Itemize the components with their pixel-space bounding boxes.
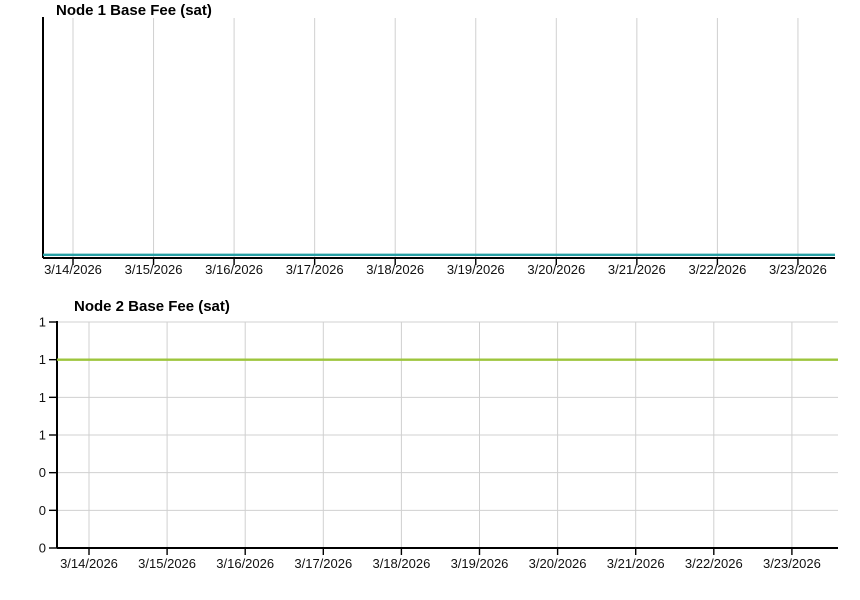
y-tick-label: 0 xyxy=(39,541,46,556)
x-tick-label: 3/21/2026 xyxy=(607,556,665,571)
x-tick-label: 3/18/2026 xyxy=(366,262,424,277)
y-tick-label: 0 xyxy=(39,503,46,518)
x-tick-label: 3/17/2026 xyxy=(286,262,344,277)
y-tick-label: 1 xyxy=(39,428,46,443)
y-tick-label: 1 xyxy=(39,315,46,330)
x-tick-label: 3/22/2026 xyxy=(688,262,746,277)
chart-node1-base-fee: 3/14/2026 3/15/2026 3/16/2026 3/17/2026 3/18… xyxy=(43,17,835,277)
y-tick-label: 1 xyxy=(39,352,46,367)
x-tick-label: 3/14/2026 xyxy=(60,556,118,571)
x-tick-label: 3/23/2026 xyxy=(763,556,821,571)
x-tick-label: 3/22/2026 xyxy=(685,556,743,571)
x-tick-label: 3/20/2026 xyxy=(527,262,585,277)
x-tick-label: 3/15/2026 xyxy=(138,556,196,571)
x-tick-label: 3/19/2026 xyxy=(451,556,509,571)
x-tick-label: 3/21/2026 xyxy=(608,262,666,277)
x-tick-label: 3/18/2026 xyxy=(372,556,430,571)
x-tick-label: 3/23/2026 xyxy=(769,262,827,277)
x-tick-label: 3/16/2026 xyxy=(216,556,274,571)
x-tick-label: 3/20/2026 xyxy=(529,556,587,571)
charts-page: Node 1 Base Fee (sat) Node 2 Base Fee (s… xyxy=(0,0,860,600)
x-tick-label: 3/17/2026 xyxy=(294,556,352,571)
chart-node2-base-fee: 3/14/2026 3/15/2026 3/16/2026 3/17/2026 3/18… xyxy=(39,315,838,572)
x-tick-label: 3/14/2026 xyxy=(44,262,102,277)
x-tick-label: 3/15/2026 xyxy=(125,262,183,277)
x-tick-label: 3/19/2026 xyxy=(447,262,505,277)
y-tick-label: 1 xyxy=(39,390,46,405)
y-tick-label: 0 xyxy=(39,465,46,480)
x-tick-label: 3/16/2026 xyxy=(205,262,263,277)
charts-canvas: 3/14/2026 3/15/2026 3/16/2026 3/17/2026 3/18… xyxy=(0,0,860,600)
